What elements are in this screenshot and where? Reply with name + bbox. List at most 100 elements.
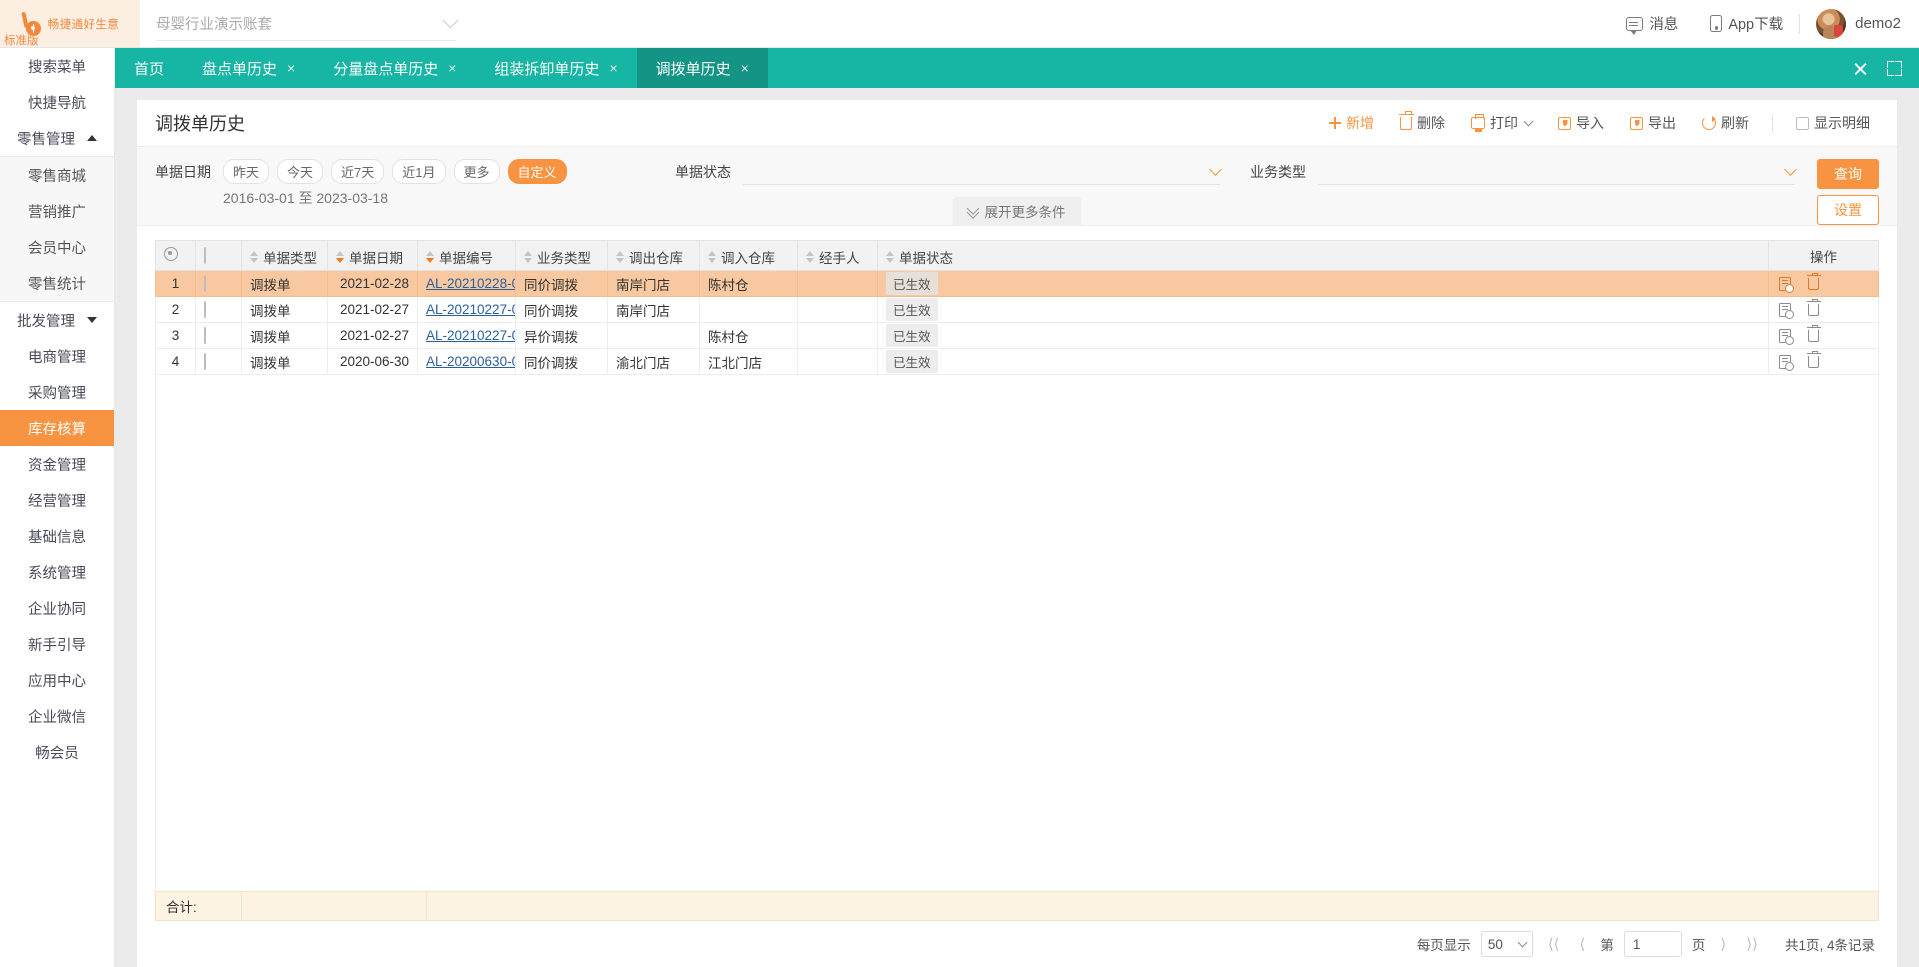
sort-icon[interactable] [336,251,344,263]
sidebar-item-collaboration[interactable]: 企业协同 [0,590,114,626]
page-number-input[interactable]: 1 [1623,931,1682,957]
cell-doc-no[interactable]: AL-20210227-0 [417,296,516,323]
per-page-select[interactable]: 50 [1480,931,1533,957]
doc-status-select[interactable] [743,159,1222,185]
table-row[interactable]: 3 调拨单 2021-02-27 AL-20210227-0 异价调拨 陈村仓 … [155,322,1879,349]
checkbox-icon[interactable] [1796,116,1809,130]
chip-today[interactable]: 今天 [277,159,324,184]
sort-icon[interactable] [886,251,894,263]
account-set-selector[interactable]: 母婴行业演示账套 [140,0,470,47]
checkbox-icon[interactable] [204,275,206,292]
chip-last-month[interactable]: 近1月 [392,159,446,184]
row-checkbox-cell[interactable] [195,270,242,297]
sidebar-item-chang-member[interactable]: 畅会员 [0,734,114,770]
doc-no-link[interactable]: AL-20210227-0 [426,328,516,343]
close-icon[interactable]: × [740,60,749,76]
show-detail-toggle[interactable]: 显示明细 [1783,108,1883,138]
close-all-tabs-button[interactable] [1843,48,1877,88]
sidebar-item-purchase[interactable]: 采购管理 [0,374,114,410]
view-document-icon[interactable] [1779,276,1794,293]
sort-icon[interactable] [426,251,434,263]
row-checkbox-cell[interactable] [195,322,242,349]
messages-button[interactable]: 消息 [1610,13,1694,35]
first-page-button[interactable]: ⟨⟨ [1547,936,1560,953]
column-doc-date[interactable]: 单据日期 [327,240,418,271]
export-button[interactable]: 导出 [1617,108,1689,138]
sort-icon[interactable] [524,251,532,263]
brand-logo[interactable]: 畅捷通好生意 标准版 [0,0,140,47]
chip-custom[interactable]: 自定义 [507,159,567,184]
checkbox-icon[interactable] [204,327,206,344]
sidebar-item-marketing[interactable]: 营销推广 [0,193,114,229]
row-checkbox-cell[interactable] [195,296,242,323]
close-icon[interactable]: × [448,60,457,76]
chip-more[interactable]: 更多 [453,159,500,184]
sidebar-item-ecommerce[interactable]: 电商管理 [0,338,114,374]
sort-icon[interactable] [250,251,258,263]
cell-doc-no[interactable]: AL-20210227-0 [417,322,516,349]
tab-transfer-history[interactable]: 调拨单历史 × [636,48,768,88]
tab-home[interactable]: 首页 [115,48,183,88]
table-row[interactable]: 4 调拨单 2020-06-30 AL-20200630-0 同价调拨 渝北门店… [155,348,1879,375]
sidebar-item-member-center[interactable]: 会员中心 [0,229,114,265]
sidebar-item-search-menu[interactable]: 搜索菜单 [0,48,114,84]
last-page-button[interactable]: ⟩⟩ [1746,936,1758,953]
delete-button[interactable]: 删除 [1387,108,1458,138]
column-doc-type[interactable]: 单据类型 [241,240,328,271]
tab-partial-stocktake-history[interactable]: 分量盘点单历史 × [314,48,475,88]
import-button[interactable]: 导入 [1545,108,1617,138]
avatar[interactable] [1816,8,1847,39]
sidebar-item-system[interactable]: 系统管理 [0,554,114,590]
row-checkbox-cell[interactable] [195,348,242,375]
view-document-icon[interactable] [1779,354,1794,371]
sidebar-item-operations[interactable]: 经营管理 [0,482,114,518]
trash-icon[interactable] [1806,272,1821,290]
sidebar-item-quick-nav[interactable]: 快捷导航 [0,84,114,120]
sidebar-group-wholesale[interactable]: 批发管理 [0,302,114,338]
app-download-button[interactable]: App下载 [1694,13,1799,34]
cell-doc-no[interactable]: AL-20210228-0 [417,270,516,297]
sidebar-item-basic-info[interactable]: 基础信息 [0,518,114,554]
query-button[interactable]: 查询 [1817,159,1879,189]
cell-doc-no[interactable]: AL-20200630-0 [417,348,516,375]
column-handler[interactable]: 经手人 [797,240,878,271]
table-row[interactable]: 2 调拨单 2021-02-27 AL-20210227-0 同价调拨 南岸门店… [155,296,1879,323]
view-document-icon[interactable] [1779,328,1794,345]
fullscreen-button[interactable] [1877,48,1911,88]
view-document-icon[interactable] [1779,302,1794,319]
doc-no-link[interactable]: AL-20210228-0 [426,276,516,291]
sidebar-item-app-center[interactable]: 应用中心 [0,662,114,698]
column-doc-no[interactable]: 单据编号 [417,240,516,271]
sidebar-group-retail[interactable]: 零售管理 [0,120,114,156]
sort-icon[interactable] [616,251,624,263]
date-range-value[interactable]: 2016-03-01 至 2023-03-18 [223,190,389,206]
close-icon[interactable]: × [609,60,618,76]
sidebar-item-wecom[interactable]: 企业微信 [0,698,114,734]
close-icon[interactable]: × [287,60,296,76]
tab-stocktake-history[interactable]: 盘点单历史 × [183,48,314,88]
column-settings-header[interactable] [155,240,196,271]
chip-last-7-days[interactable]: 近7天 [331,159,385,184]
checkbox-icon[interactable] [204,247,206,264]
sidebar-item-funds[interactable]: 资金管理 [0,446,114,482]
tab-assembly-disassembly-history[interactable]: 组装拆卸单历史 × [475,48,636,88]
column-doc-status[interactable]: 单据状态 [877,240,1769,271]
trash-icon[interactable] [1806,350,1821,368]
print-button[interactable]: 打印 [1458,108,1545,138]
chip-yesterday[interactable]: 昨天 [223,159,270,184]
gear-icon[interactable] [164,247,178,261]
column-out-warehouse[interactable]: 调出仓库 [607,240,700,271]
checkbox-icon[interactable] [204,353,206,370]
column-biz-type[interactable]: 业务类型 [515,240,608,271]
doc-no-link[interactable]: AL-20200630-0 [426,354,516,369]
expand-more-conditions-button[interactable]: 展开更多条件 [952,197,1082,225]
next-page-button[interactable]: ⟩ [1720,936,1727,953]
sidebar-item-inventory[interactable]: 库存核算 [0,410,114,446]
add-button[interactable]: 新增 [1316,108,1387,138]
table-row[interactable]: 1 调拨单 2021-02-28 AL-20210228-0 同价调拨 南岸门店… [155,270,1879,297]
column-in-warehouse[interactable]: 调入仓库 [699,240,798,271]
sidebar-item-retail-stats[interactable]: 零售统计 [0,265,114,301]
sort-icon[interactable] [806,251,814,263]
prev-page-button[interactable]: ⟨ [1579,936,1586,953]
trash-icon[interactable] [1806,298,1821,316]
